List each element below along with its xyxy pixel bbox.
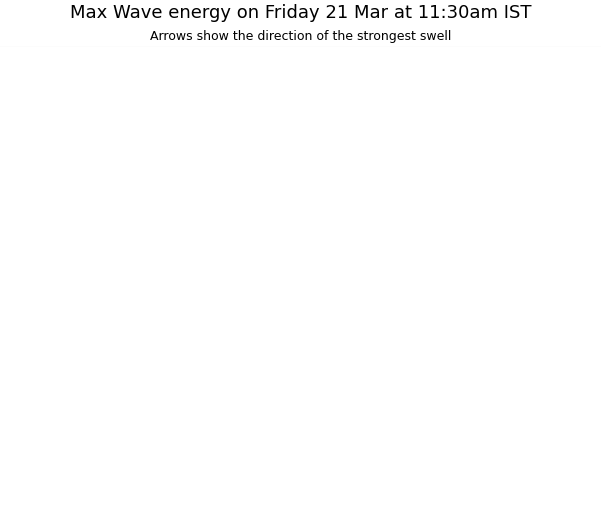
Text: Arrows show the direction of the strongest swell: Arrows show the direction of the stronge… — [150, 30, 451, 43]
Text: Max Wave energy on Friday 21 Mar at 11:30am IST: Max Wave energy on Friday 21 Mar at 11:3… — [70, 4, 531, 22]
Text: cartopy required: cartopy required — [219, 270, 382, 289]
